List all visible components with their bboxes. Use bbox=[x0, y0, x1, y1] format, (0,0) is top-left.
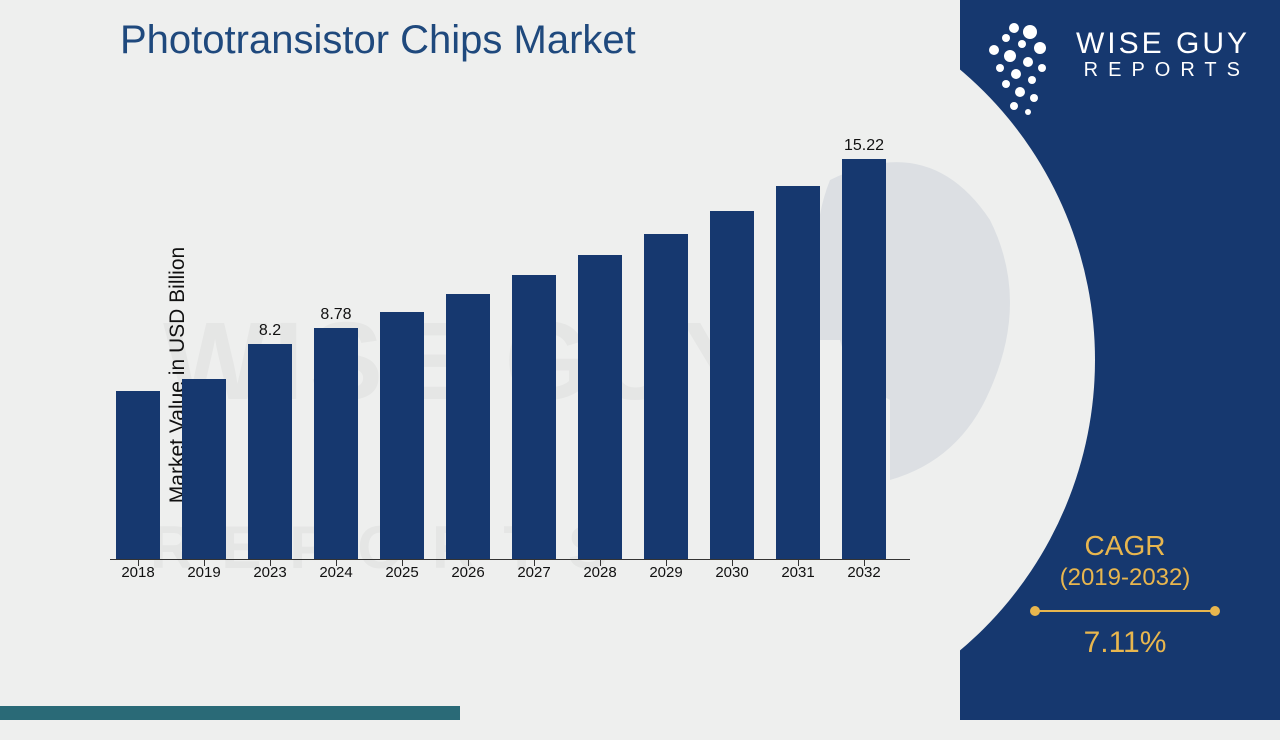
cagr-box: CAGR (2019-2032) 7.11% bbox=[1020, 530, 1230, 660]
bar bbox=[446, 294, 490, 559]
cagr-title: CAGR bbox=[1020, 530, 1230, 562]
x-tick-label: 2032 bbox=[832, 564, 896, 581]
bottom-strip bbox=[0, 706, 460, 720]
bar bbox=[248, 344, 292, 560]
brand-logo: WISE GUY REPORTS bbox=[1076, 28, 1250, 81]
x-tick-label: 2019 bbox=[172, 564, 236, 581]
cagr-value: 7.11% bbox=[1020, 626, 1230, 660]
x-tick-label: 2018 bbox=[106, 564, 170, 581]
x-tick-label: 2026 bbox=[436, 564, 500, 581]
chart-title: Phototransistor Chips Market bbox=[120, 18, 636, 63]
bar bbox=[512, 275, 556, 559]
cagr-range: (2019-2032) bbox=[1020, 564, 1230, 592]
x-tick-label: 2024 bbox=[304, 564, 368, 581]
bar bbox=[314, 328, 358, 559]
x-tick-label: 2025 bbox=[370, 564, 434, 581]
brand-main: WISE GUY bbox=[1076, 28, 1250, 60]
bar bbox=[380, 312, 424, 559]
bar bbox=[776, 186, 820, 559]
brand-sub: REPORTS bbox=[1076, 60, 1250, 81]
bar bbox=[710, 211, 754, 559]
bar bbox=[578, 255, 622, 559]
x-tick-label: 2027 bbox=[502, 564, 566, 581]
bar bbox=[182, 379, 226, 559]
bar bbox=[116, 391, 160, 559]
bar-chart: Market Value in USD Billion 201820198.22… bbox=[90, 160, 910, 590]
x-tick-label: 2030 bbox=[700, 564, 764, 581]
x-tick-label: 2023 bbox=[238, 564, 302, 581]
bar-value-label: 8.78 bbox=[306, 306, 366, 324]
bar bbox=[644, 234, 688, 559]
bar-value-label: 8.2 bbox=[240, 322, 300, 340]
x-tick-label: 2028 bbox=[568, 564, 632, 581]
x-tick-label: 2029 bbox=[634, 564, 698, 581]
bar-value-label: 15.22 bbox=[834, 137, 894, 155]
bar bbox=[842, 159, 886, 559]
plot-area: 201820198.220238.78202420252026202720282… bbox=[110, 160, 910, 560]
cagr-divider bbox=[1035, 610, 1215, 612]
x-tick-label: 2031 bbox=[766, 564, 830, 581]
